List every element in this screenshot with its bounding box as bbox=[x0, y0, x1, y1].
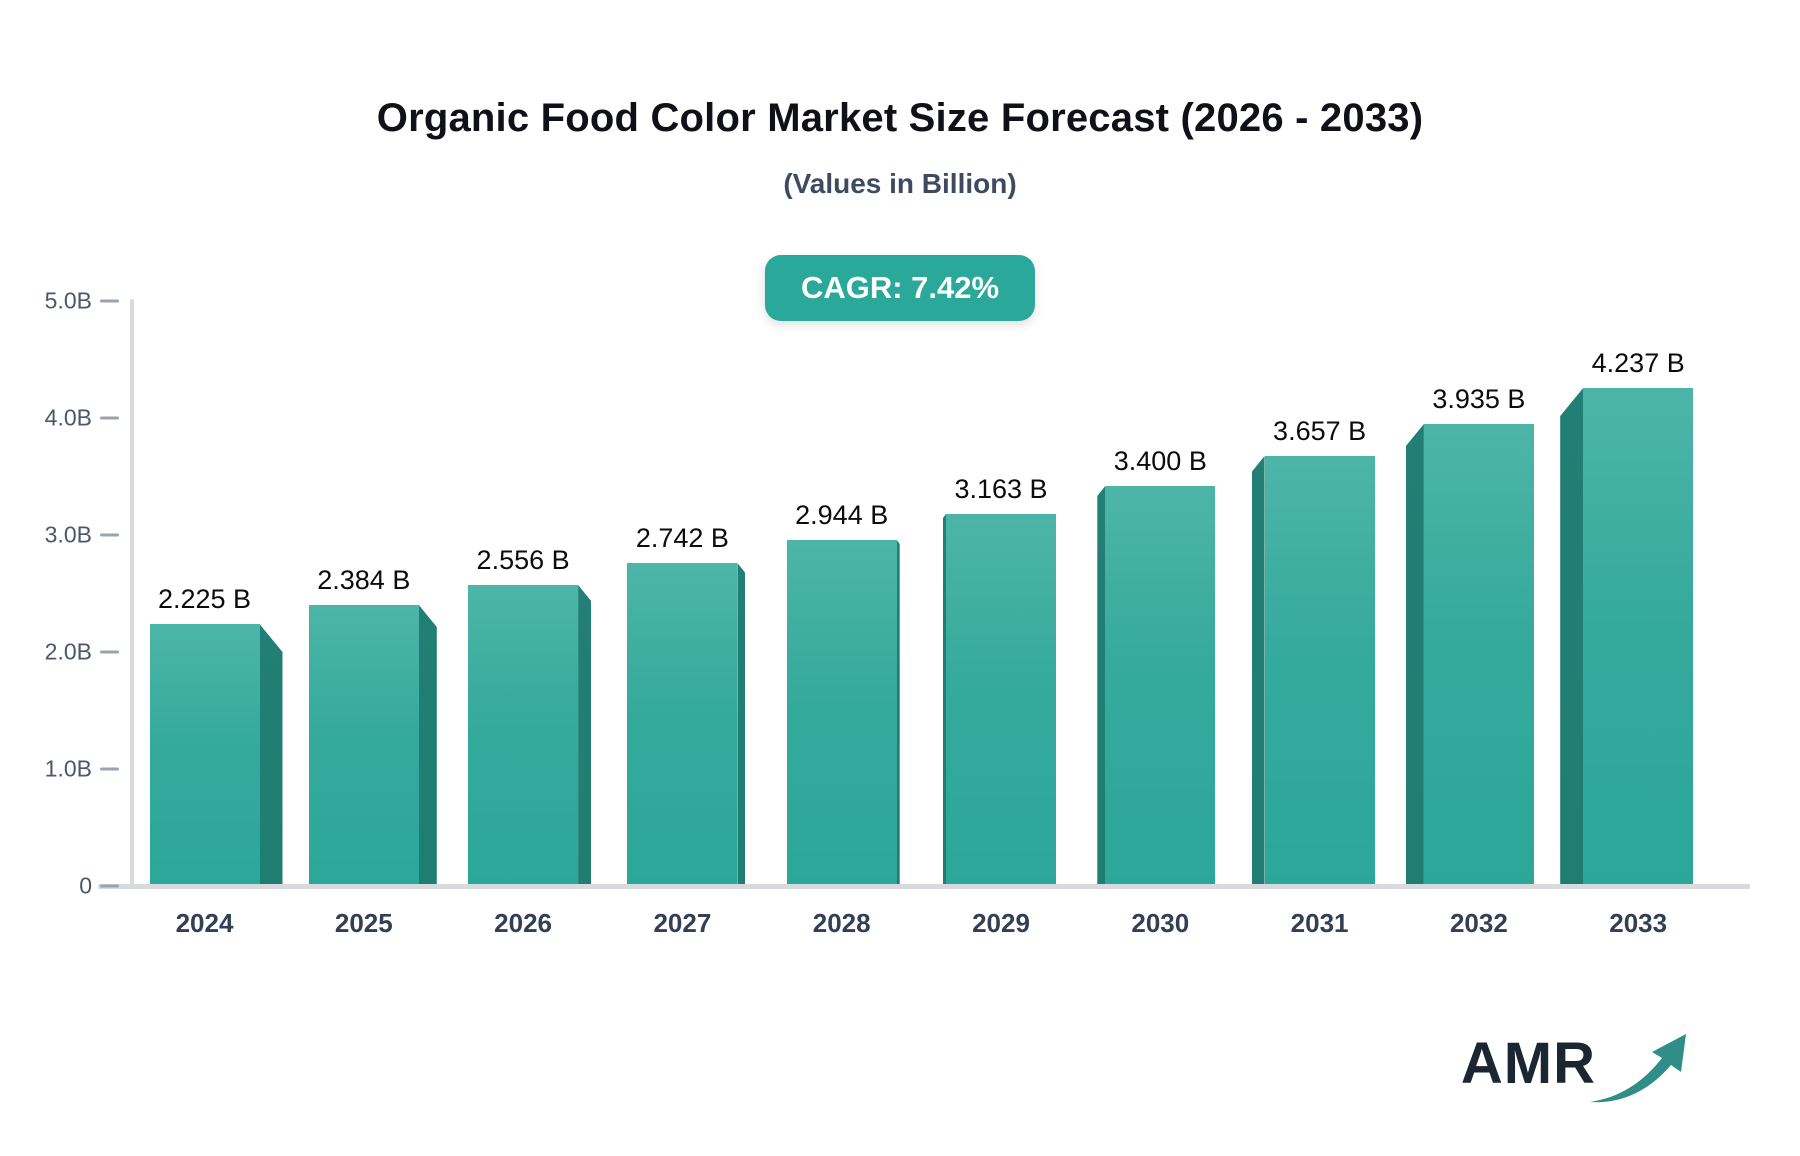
x-axis-category-label: 2032 bbox=[1449, 908, 1508, 938]
growth-trend-arrow-icon bbox=[1590, 1034, 1686, 1103]
bar-value-label: 4.237 B bbox=[1591, 348, 1685, 378]
x-axis-line bbox=[98, 884, 1750, 889]
bar bbox=[627, 563, 738, 884]
y-tick-label: 4.0B bbox=[44, 404, 92, 431]
y-axis-line bbox=[130, 299, 134, 889]
x-axis-category-label: 2029 bbox=[972, 908, 1030, 938]
cagr-badge: CAGR: 7.42% bbox=[764, 255, 1036, 321]
y-tick-label: 1.0B bbox=[44, 755, 92, 782]
x-axis-category-label: 2027 bbox=[653, 908, 712, 938]
bar-value-label: 3.163 B bbox=[954, 474, 1048, 504]
chart-subtitle: (Values in Billion) bbox=[783, 168, 1017, 199]
y-tick-label: 0 bbox=[79, 872, 92, 899]
bar bbox=[308, 605, 419, 884]
y-tick-dash bbox=[100, 299, 119, 303]
y-tick-dash bbox=[100, 533, 119, 537]
bar bbox=[946, 514, 1056, 884]
bar bbox=[1105, 486, 1216, 884]
bar-value-label: 2.225 B bbox=[157, 584, 252, 614]
bar-side bbox=[737, 563, 746, 884]
bar-value-label: 2.944 B bbox=[795, 500, 889, 530]
bar-value-label: 3.657 B bbox=[1273, 416, 1367, 446]
x-axis-category-label: 2030 bbox=[1131, 908, 1190, 938]
bar bbox=[1423, 424, 1534, 884]
bar bbox=[1264, 456, 1375, 884]
y-tick-label: 5.0B bbox=[44, 287, 92, 314]
bar bbox=[786, 540, 897, 884]
bar-side bbox=[1097, 486, 1106, 884]
bar-value-label: 2.742 B bbox=[635, 523, 729, 553]
bar-value-label: 2.556 B bbox=[476, 545, 570, 575]
y-tick-dash bbox=[100, 767, 119, 771]
x-axis-category-label: 2031 bbox=[1290, 908, 1349, 938]
bar bbox=[149, 624, 260, 884]
x-axis-category-label: 2026 bbox=[494, 908, 553, 938]
y-tick-dash bbox=[100, 650, 119, 654]
bar-value-label: 2.384 B bbox=[317, 565, 411, 595]
x-axis-category-label: 2025 bbox=[334, 908, 393, 938]
bar-side bbox=[1251, 456, 1265, 884]
x-axis-category-label: 2024 bbox=[175, 908, 234, 938]
y-tick-label: 3.0B bbox=[44, 521, 92, 548]
bar-side bbox=[1405, 424, 1424, 884]
bar-side bbox=[259, 624, 283, 884]
chart-title: Organic Food Color Market Size Forecast … bbox=[376, 96, 1424, 140]
y-tick-label: 2.0B bbox=[44, 638, 92, 665]
x-axis-category-label: 2033 bbox=[1609, 908, 1668, 938]
bar-value-label: 3.400 B bbox=[1113, 446, 1207, 476]
bar-side bbox=[578, 585, 592, 884]
bar bbox=[468, 585, 579, 884]
bar-side bbox=[896, 540, 900, 884]
bar-side bbox=[418, 605, 437, 884]
bar bbox=[1583, 388, 1694, 884]
bar-side bbox=[1560, 388, 1584, 884]
x-axis-category-label: 2028 bbox=[812, 908, 871, 938]
bar-value-label: 3.935 B bbox=[1432, 384, 1526, 414]
y-tick-dash bbox=[100, 884, 119, 888]
bar-side bbox=[943, 514, 946, 884]
amr-logo-text: AMR bbox=[1460, 1031, 1596, 1096]
amr-logo: AMR bbox=[1461, 1018, 1692, 1110]
y-tick-dash bbox=[100, 416, 119, 420]
